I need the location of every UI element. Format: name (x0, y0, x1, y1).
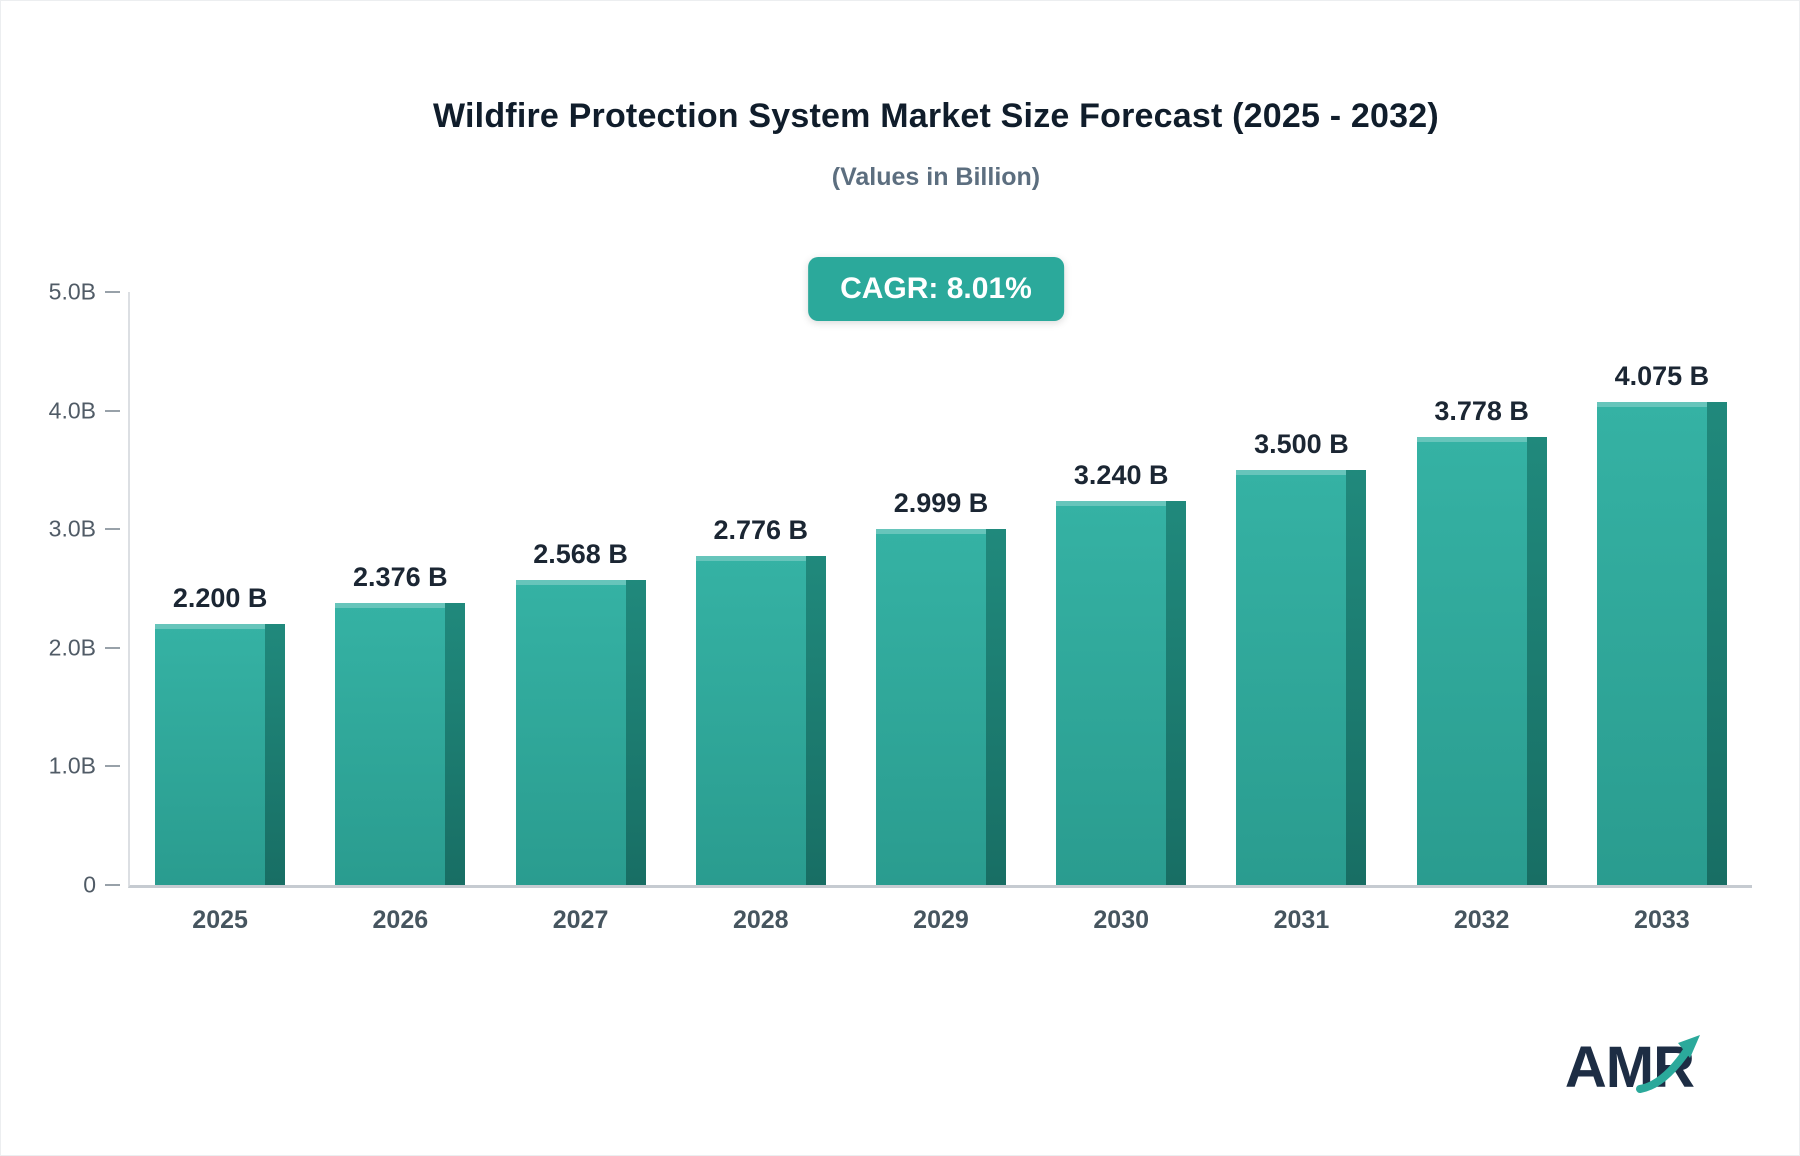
bar-group: 3.240 B 2030 (1031, 292, 1211, 934)
plot-area: 2.200 B 2025 2.376 B 2026 2.568 B 2027 2.776 B… (49, 279, 1752, 934)
x-axis-label: 2032 (1453, 906, 1510, 934)
x-axis-label: 2027 (552, 906, 609, 934)
bar (1596, 401, 1727, 886)
x-axis-label: 2025 (192, 906, 248, 934)
cagr-badge: CAGR: 8.01% (808, 257, 1064, 321)
x-axis-label: 2033 (1634, 906, 1690, 934)
bar (1416, 436, 1547, 886)
y-tick-label: 4.0B (48, 397, 96, 424)
bar-value-label: 3.778 B (1434, 395, 1529, 426)
chart-title: Wildfire Protection System Market Size F… (433, 97, 1439, 135)
x-axis-label: 2030 (1093, 906, 1150, 934)
bar (1056, 500, 1187, 886)
bar-value-label: 2.776 B (713, 514, 809, 545)
bar-group: 3.500 B 2031 (1211, 292, 1391, 934)
y-tick-mark (105, 884, 120, 886)
bar (155, 624, 286, 885)
y-tick-label: 0 (83, 871, 96, 898)
bar-value-label: 4.075 B (1614, 360, 1710, 391)
bar-group: 2.376 B 2026 (310, 292, 490, 934)
bar-value-label: 2.568 B (533, 539, 628, 570)
bar (1236, 469, 1367, 886)
bar (695, 555, 826, 886)
bar-group: 2.200 B 2025 (130, 292, 310, 934)
bar-value-label: 2.999 B (893, 488, 989, 519)
x-axis-label: 2031 (1273, 906, 1330, 934)
y-tick-mark (105, 646, 120, 649)
y-tick-label: 3.0B (48, 515, 96, 542)
logo-arrow-icon (1636, 1035, 1700, 1093)
bar-group: 2.776 B 2028 (671, 292, 851, 934)
bar-group: 4.075 B 2033 (1572, 292, 1752, 934)
y-tick-mark (105, 528, 120, 531)
bar-value-label: 2.200 B (172, 583, 268, 614)
chart-subtitle: (Values in Billion) (831, 163, 1041, 191)
y-tick-mark (105, 291, 120, 293)
x-axis-label: 2026 (372, 906, 429, 934)
y-tick-mark (105, 409, 120, 412)
x-axis-label: 2029 (913, 906, 969, 934)
y-tick-label: 1.0B (48, 752, 96, 779)
bar (875, 529, 1006, 885)
bar (515, 580, 646, 885)
amr-logo: AMR (1565, 1035, 1700, 1097)
bar-group: 2.568 B 2027 (490, 292, 670, 934)
y-tick-label: 2.0B (48, 634, 96, 661)
y-tick-mark (105, 765, 120, 768)
y-tick-label: 5.0B (48, 278, 96, 305)
bar-group: 3.778 B 2032 (1392, 292, 1572, 934)
bar-value-label: 3.500 B (1254, 428, 1349, 459)
bars-row: 2.200 B 2025 2.376 B 2026 2.568 B 2027 2.776 B… (130, 292, 1752, 934)
bar-value-label: 3.240 B (1073, 459, 1169, 490)
bar-value-label: 2.376 B (353, 562, 448, 593)
bar (335, 603, 466, 885)
x-axis-label: 2028 (732, 906, 789, 934)
bar-group: 2.999 B 2029 (851, 292, 1031, 934)
